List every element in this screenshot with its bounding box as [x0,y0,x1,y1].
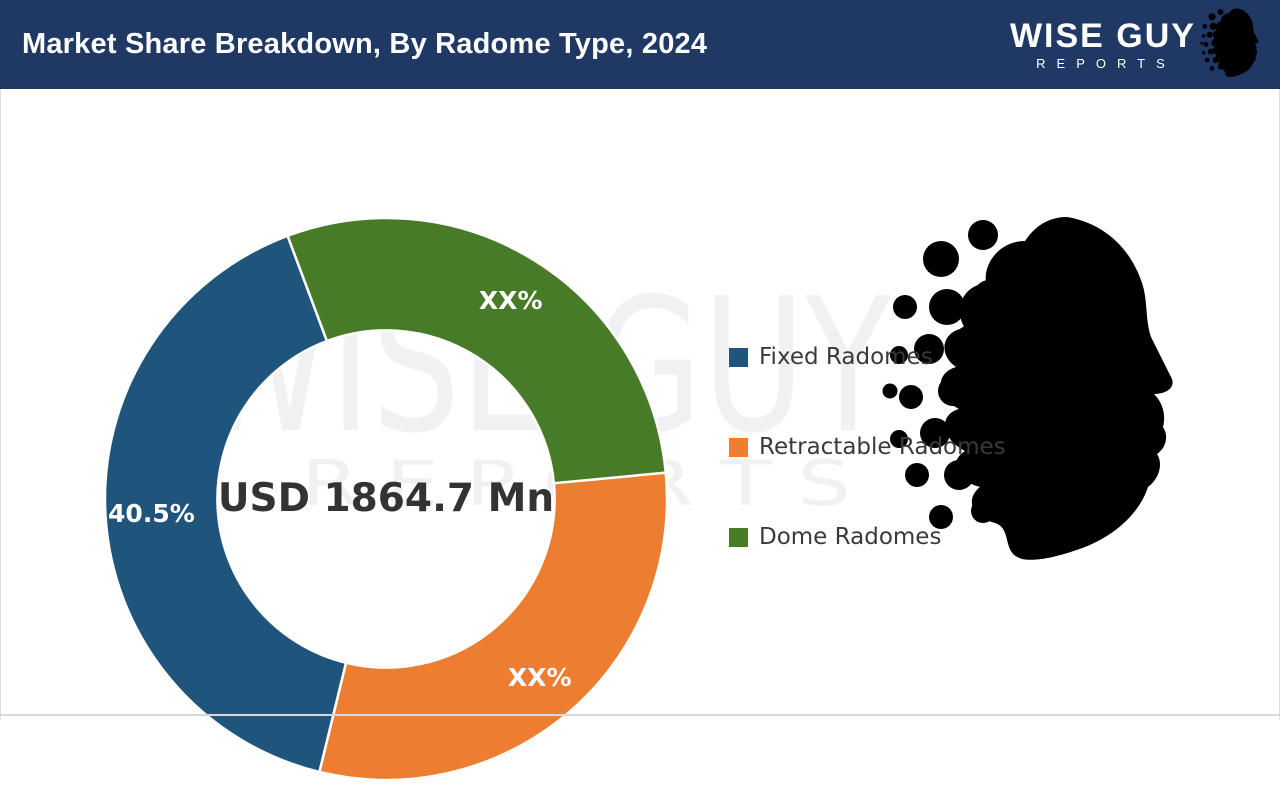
legend-item-dome-radomes: Dome Radomes [729,521,1006,553]
wise-guy-logo: WISE GUY REPORTS [1010,0,1280,89]
chart-area: WISE GUY R E P O R T S 40.5%XX%XX% USD 1… [0,89,1280,782]
legend-label: Retractable Radomes [759,434,1006,460]
legend-item-retractable-radomes: Retractable Radomes [729,431,1006,463]
legend-item-fixed-radomes: Fixed Radomes [729,341,1006,373]
legend-label: Fixed Radomes [759,344,933,370]
donut-center-value: USD 1864.7 Mn [217,475,555,521]
logo-wordmark: WISE GUY REPORTS [1010,19,1196,70]
slice-label-dome-radomes: XX% [479,286,543,315]
logo-subtitle-text: REPORTS [1036,56,1176,71]
page-title: Market Share Breakdown, By Radome Type, … [22,28,708,60]
header-bar: Market Share Breakdown, By Radome Type, … [0,0,1280,89]
slice-label-fixed-radomes: 40.5% [108,499,195,528]
bottom-divider [0,714,1280,716]
legend-swatch [729,527,748,547]
pie-slice-dome-radomes [286,216,668,485]
donut-chart: 40.5% XX% XX% [103,216,669,782]
legend-swatch [729,437,748,457]
logo-name-text: WISE GUY [1009,17,1196,55]
chart-legend: Fixed Radomes Retractable Radomes Dome Rad… [729,341,1006,553]
legend-label: Dome Radomes [759,524,942,550]
slice-label-retractable-radomes: XX% [508,663,572,692]
legend-swatch [729,347,748,367]
logo-face-icon [1200,6,1266,84]
